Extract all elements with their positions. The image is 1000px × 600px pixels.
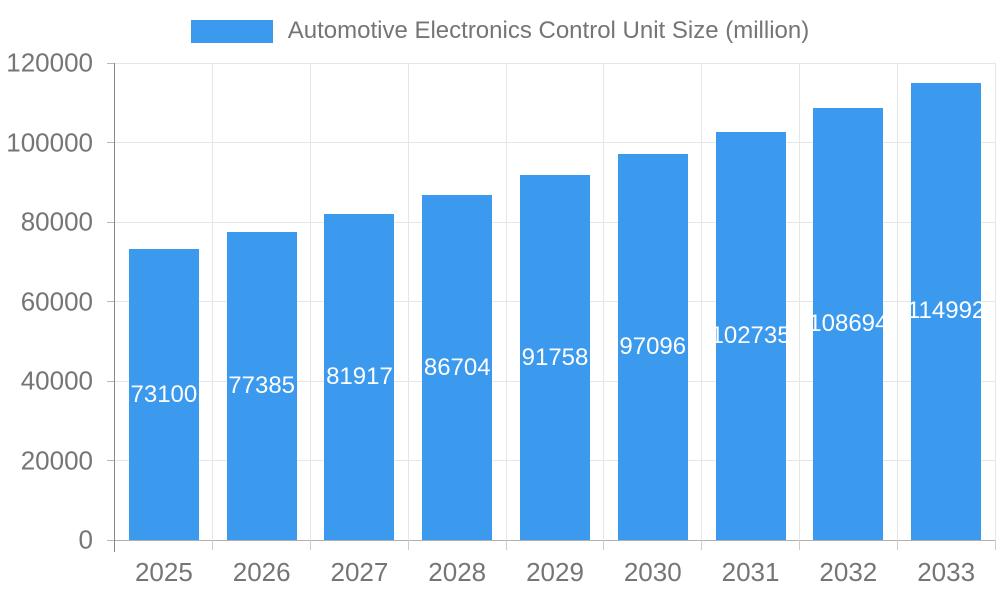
x-tick [212,540,214,550]
v-gridline [212,63,214,540]
y-tick [107,221,115,223]
y-tick-label: 120000 [6,47,93,78]
x-tick [603,540,605,550]
y-tick-label: 0 [78,524,93,555]
x-tick [896,540,898,550]
x-tick-label: 2025 [134,557,193,587]
bar-2026[interactable]: 77385 [226,232,297,540]
v-gridline [310,63,312,540]
bar-2031[interactable]: 102735 [711,131,791,540]
x-tick [798,540,800,550]
v-gridline [505,63,507,540]
legend-swatch [190,19,273,43]
x-tick-label: 2033 [917,557,976,587]
h-gridline [115,142,995,143]
bar-2025[interactable]: 73100 [128,249,199,540]
x-tick-label: 2026 [232,557,291,587]
y-tick-label: 80000 [20,206,93,237]
bar-2032[interactable]: 108694 [808,107,888,540]
x-tick [994,540,996,550]
v-gridline [896,63,898,540]
bar-2029[interactable]: 91758 [520,175,590,540]
y-tick [107,539,115,541]
x-tick-label: 2027 [330,557,389,587]
v-gridline [994,63,996,540]
y-tick-label: 100000 [6,127,93,157]
v-gridline [701,63,703,540]
h-gridline [115,62,995,64]
x-tick-label: 2029 [526,557,584,587]
x-tick-label: 2031 [721,557,780,587]
x-tick-label: 2032 [819,557,878,587]
y-tick-label: 20000 [20,445,93,475]
bar-value-label: 97096 [619,333,687,361]
y-tick [107,142,115,143]
bar-2033[interactable]: 114992 [907,82,985,540]
bar-value-label: 77385 [228,372,296,400]
bar-2030[interactable]: 97096 [617,154,688,540]
x-axis-line [115,540,995,541]
plot-area: 73100 77385 81917 86704 91758 97096 102735 1086… [115,62,996,540]
x-tick-label: 2028 [428,557,487,587]
x-tick [701,540,703,550]
x-tick [407,540,409,550]
bar-value-label: 86704 [423,353,491,381]
bar-value-label: 102735 [710,321,791,349]
x-tick [310,540,312,550]
y-tick [107,62,115,64]
bar-value-label: 108694 [808,309,889,337]
x-axis: 2025 2026 2027 2028 2029 2030 2031 2032 2033 [115,540,996,600]
bar-value-label: 73100 [130,380,198,408]
bar-2027[interactable]: 81917 [324,214,395,540]
bar-value-label: 81917 [326,363,393,391]
y-tick [107,380,115,382]
y-axis-line [114,63,115,552]
chart-legend[interactable]: Automotive Electronics Control Unit Size… [0,17,1000,45]
y-tick-label: 40000 [20,365,93,396]
bar-2028[interactable]: 86704 [422,195,493,540]
bar-value-label: 114992 [906,297,986,325]
x-tick-label: 2030 [623,557,682,587]
v-gridline [407,63,409,540]
legend-label: Automotive Electronics Control Unit Size… [287,17,810,44]
y-axis: 0 20000 40000 60000 80000 100000 120000 [0,48,115,555]
y-tick-label: 60000 [20,286,93,316]
v-gridline [603,63,605,540]
v-gridline [798,63,800,540]
y-tick [107,301,115,302]
x-tick [505,540,507,550]
y-tick [107,460,115,461]
bar-value-label: 91758 [521,343,589,371]
